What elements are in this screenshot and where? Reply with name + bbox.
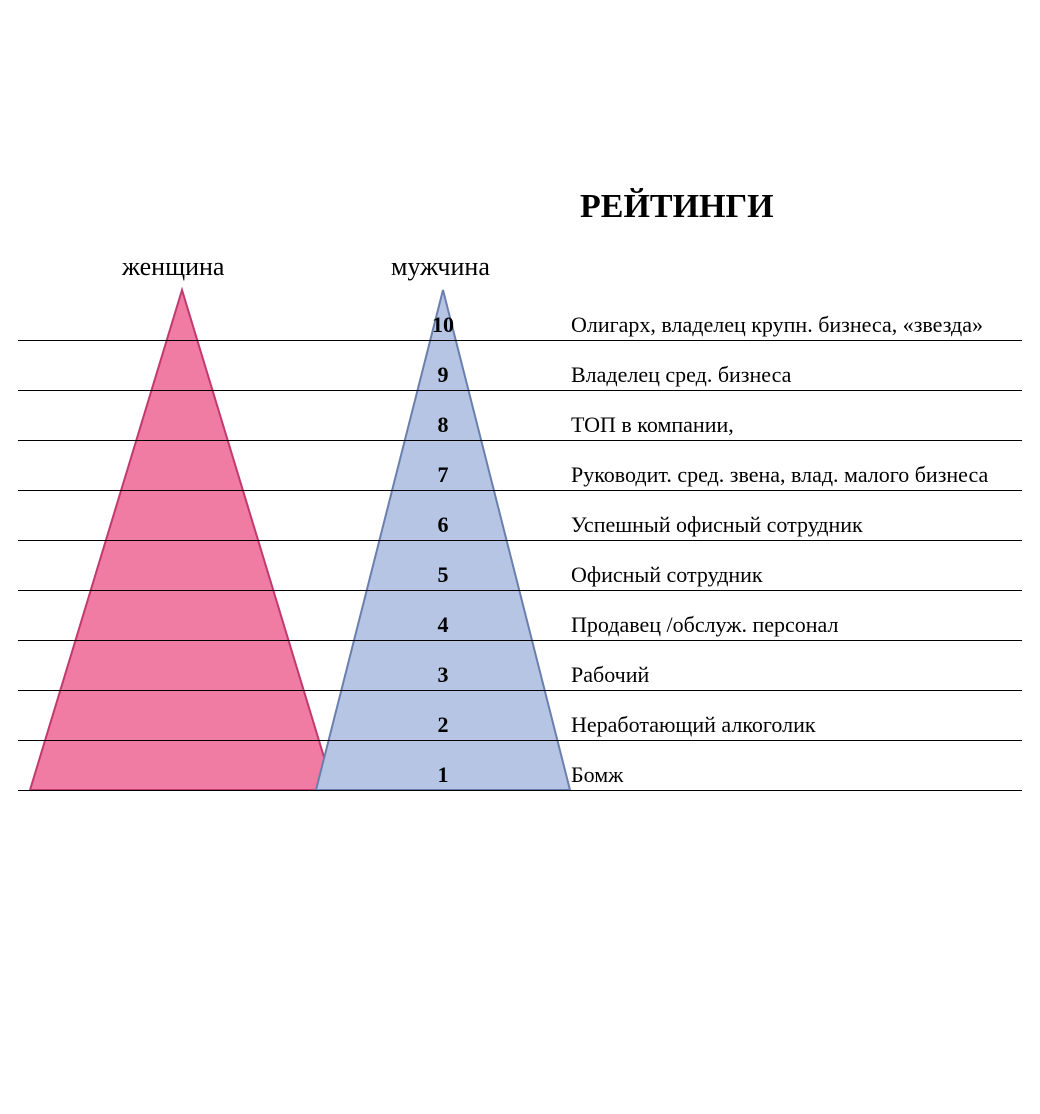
rank-description: Успешный офисный сотрудник xyxy=(571,512,863,538)
rank-description: Руководит. сред. звена, влад. малого биз… xyxy=(571,462,988,488)
rank-description: Бомж xyxy=(571,762,623,788)
level-line xyxy=(18,740,1022,741)
rank-description: Владелец сред. бизнеса xyxy=(571,362,791,388)
level-line xyxy=(18,490,1022,491)
level-line xyxy=(18,440,1022,441)
rank-number: 4 xyxy=(438,612,449,638)
level-line xyxy=(18,590,1022,591)
level-line xyxy=(18,790,1022,791)
pyramid-male xyxy=(0,0,1040,1114)
level-line xyxy=(18,640,1022,641)
level-line xyxy=(18,390,1022,391)
rank-description: Офисный сотрудник xyxy=(571,562,763,588)
rank-number: 6 xyxy=(438,512,449,538)
rank-description: Рабочий xyxy=(571,662,649,688)
rank-number: 8 xyxy=(438,412,449,438)
rank-number: 5 xyxy=(438,562,449,588)
rank-description: ТОП в компании, xyxy=(571,412,734,438)
rank-number: 3 xyxy=(438,662,449,688)
rank-number: 9 xyxy=(438,362,449,388)
level-line xyxy=(18,340,1022,341)
rank-number: 7 xyxy=(438,462,449,488)
rank-description: Неработающий алкоголик xyxy=(571,712,816,738)
level-line xyxy=(18,540,1022,541)
rank-number: 1 xyxy=(438,762,449,788)
level-line xyxy=(18,690,1022,691)
rank-number: 10 xyxy=(432,312,454,338)
rank-description: Олигарх, владелец крупн. бизнеса, «звезд… xyxy=(571,312,983,338)
rank-number: 2 xyxy=(438,712,449,738)
rank-description: Продавец /обслуж. персонал xyxy=(571,612,838,638)
